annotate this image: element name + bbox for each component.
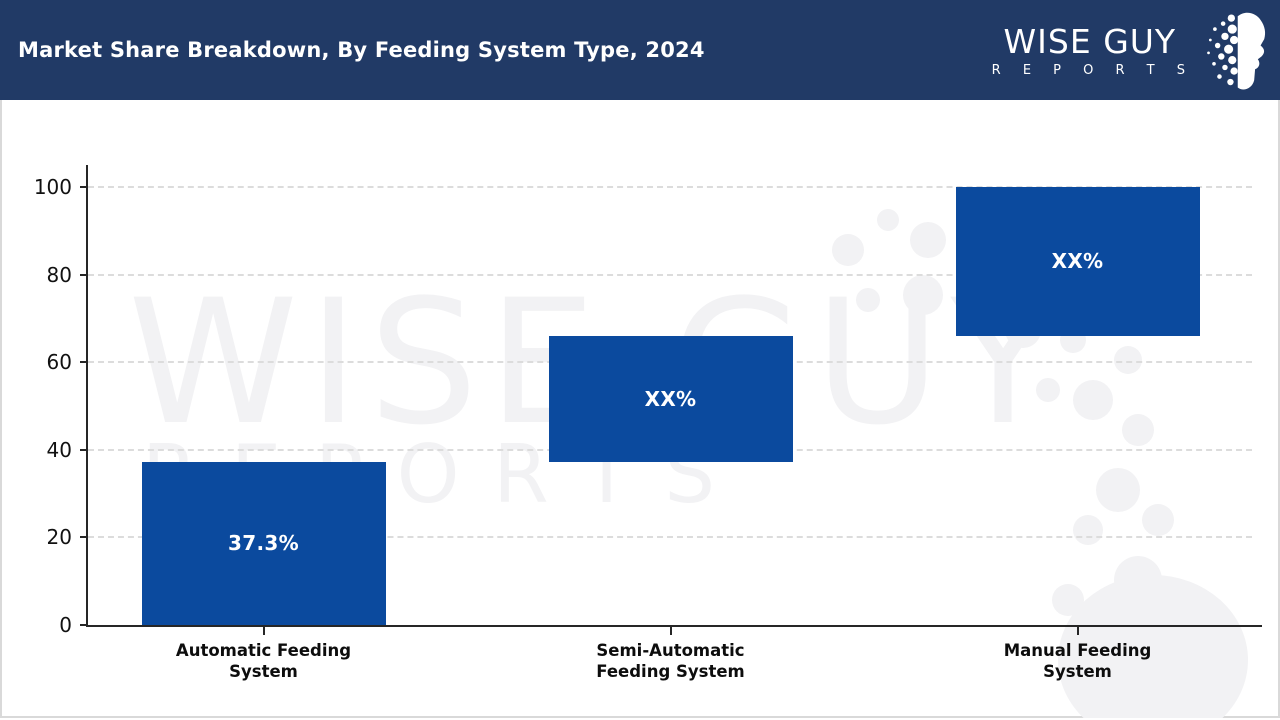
bar-value-label: XX% <box>644 386 697 411</box>
y-axis-spine <box>86 165 88 627</box>
gridline <box>88 536 1252 539</box>
bar-segment: XX% <box>955 186 1200 336</box>
bar-value-label: XX% <box>1051 249 1104 274</box>
y-tick-label: 0 <box>59 613 72 637</box>
logo-brand-text: WISE GUY <box>1003 22 1177 61</box>
logo-text: WISE GUY R E P O R T S <box>986 22 1194 79</box>
gridline <box>88 185 1252 188</box>
y-tick-label: 80 <box>46 262 72 287</box>
y-tick-mark <box>80 624 88 626</box>
y-tick-label: 100 <box>33 174 72 199</box>
x-axis-spine <box>86 625 1262 627</box>
y-tick-label: 40 <box>46 437 72 462</box>
category-label-line: System <box>1043 662 1112 681</box>
logo-sub-text: R E P O R T S <box>991 63 1194 78</box>
bar-segment: 37.3% <box>141 461 386 625</box>
category-label-line: System <box>229 662 298 681</box>
category-label: Automatic Feeding System <box>124 640 404 682</box>
category-label-line: Automatic Feeding <box>175 641 352 660</box>
y-tick-mark <box>80 361 88 364</box>
category-label-line: Manual Feeding <box>1003 641 1152 660</box>
category-label: Manual Feeding System <box>938 640 1218 682</box>
chart-title: Market Share Breakdown, By Feeding Syste… <box>18 38 705 62</box>
wise-guy-reports-logo: WISE GUY R E P O R T S <box>986 8 1270 94</box>
header-band: Market Share Breakdown, By Feeding Syste… <box>0 0 1280 100</box>
bar-value-label: 37.3% <box>228 531 299 556</box>
y-tick-mark <box>80 185 88 188</box>
x-tick-mark <box>1076 627 1079 635</box>
bar-segment: XX% <box>548 335 793 462</box>
y-tick-mark <box>80 536 88 539</box>
dotted-head-profile-icon <box>1207 12 1266 90</box>
category-label: Semi-Automatic Feeding System <box>531 640 811 682</box>
y-tick-mark <box>80 448 88 451</box>
x-tick-mark <box>262 627 265 635</box>
y-tick-label: 60 <box>46 350 72 375</box>
y-tick-label: 20 <box>46 525 72 550</box>
gridline <box>88 273 1252 276</box>
y-tick-mark <box>80 273 88 276</box>
x-tick-mark <box>669 627 672 635</box>
category-label-line: Feeding System <box>596 662 745 681</box>
category-label-line: Semi-Automatic <box>596 641 745 660</box>
